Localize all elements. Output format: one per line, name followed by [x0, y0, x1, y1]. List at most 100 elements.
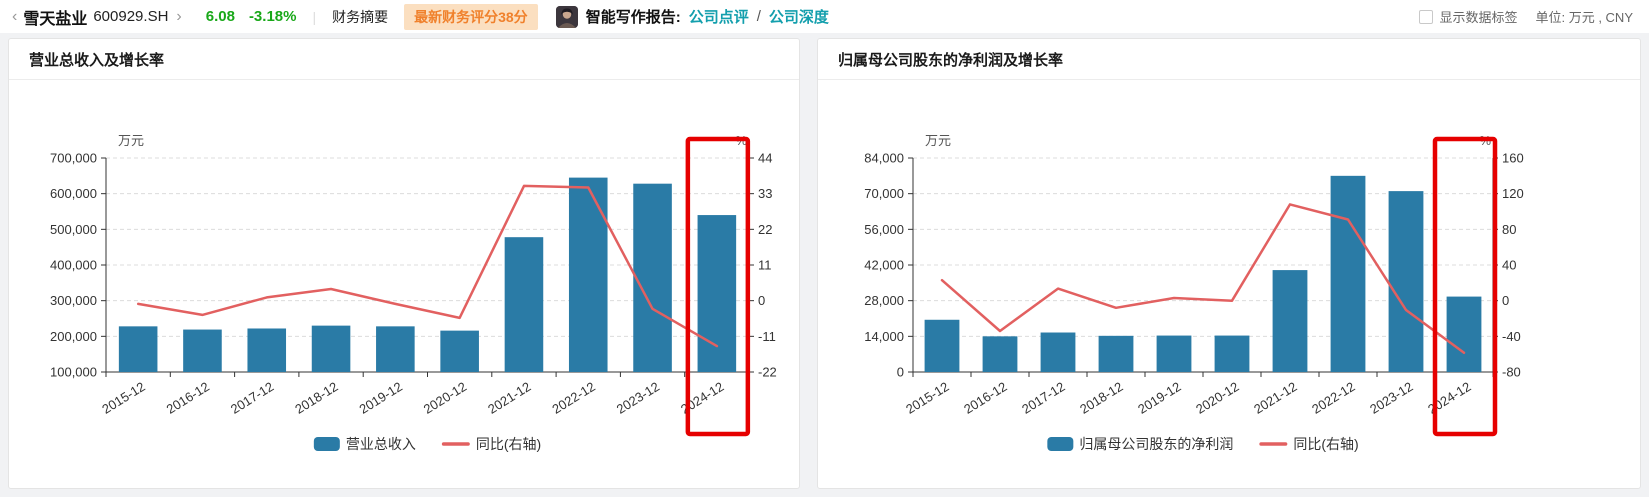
- bar-2017-12[interactable]: [1040, 332, 1076, 372]
- x-label-2016-12: 2016-12: [961, 379, 1009, 417]
- bar-2017-12[interactable]: [247, 328, 287, 372]
- bar-2019-12[interactable]: [376, 326, 415, 372]
- x-label-2018-12: 2018-12: [1077, 379, 1125, 417]
- company-review-link[interactable]: 公司点评: [688, 9, 749, 26]
- revenue-chart-card: 营业总收入及增长率 700,000 44 600,000 33 500,000 22 400…: [8, 38, 800, 489]
- bar-2022-12[interactable]: [568, 177, 608, 372]
- stock-change-percent: -3.18%: [248, 8, 297, 25]
- highlight-box-2024-12: [1432, 136, 1498, 437]
- bar-2016-12[interactable]: [183, 329, 222, 372]
- x-label-2021-12: 2021-12: [485, 379, 533, 417]
- bar-2015-12[interactable]: [118, 326, 158, 372]
- svg-text:400,000: 400,000: [50, 258, 97, 273]
- x-label-2020-12: 2020-12: [1193, 379, 1241, 417]
- link-separator: /: [756, 8, 761, 25]
- bar-2021-12[interactable]: [504, 237, 544, 372]
- stock-name: 雪天盐业: [23, 10, 88, 28]
- x-label-2023-12: 2023-12: [614, 379, 662, 417]
- x-label-2024-12: 2024-12: [678, 379, 726, 417]
- bar-2018-12[interactable]: [311, 325, 351, 372]
- svg-text:44: 44: [758, 151, 772, 166]
- x-label-2015-12: 2015-12: [99, 379, 147, 417]
- divider: |: [312, 8, 317, 25]
- svg-text:营业总收入: 营业总收入: [346, 436, 416, 452]
- chart-legend[interactable]: 营业总收入 同比(右轴): [313, 436, 541, 452]
- svg-text:80: 80: [1502, 222, 1516, 237]
- company-depth-link[interactable]: 公司深度: [768, 9, 829, 26]
- x-label-2019-12: 2019-12: [1135, 379, 1183, 417]
- svg-text:42,000: 42,000: [864, 258, 904, 273]
- bar-2021-12[interactable]: [1272, 270, 1308, 372]
- bar-2024-12[interactable]: [1446, 296, 1482, 372]
- revenue-chart-canvas: 700,000 44 600,000 33 500,000 22 400,000 11 300,…: [50, 133, 777, 452]
- svg-text:70,000: 70,000: [864, 186, 904, 201]
- bar-2022-12[interactable]: [1330, 175, 1366, 372]
- show-data-labels-checkbox[interactable]: [1419, 9, 1434, 24]
- svg-text:同比(右轴): 同比(右轴): [1293, 436, 1358, 452]
- bar-2023-12[interactable]: [1388, 191, 1424, 372]
- svg-text:33: 33: [758, 186, 772, 201]
- svg-text:700,000: 700,000: [50, 151, 97, 166]
- svg-text:0: 0: [1502, 293, 1509, 308]
- svg-text:56,000: 56,000: [864, 222, 904, 237]
- bar-2015-12[interactable]: [924, 319, 960, 372]
- x-label-2022-12: 2022-12: [1309, 379, 1357, 417]
- charts-area: 营业总收入及增长率 700,000 44 600,000 33 500,000 22 400…: [0, 33, 1649, 497]
- svg-text:84,000: 84,000: [864, 151, 904, 166]
- svg-text:100,000: 100,000: [50, 365, 97, 380]
- unit-label: 单位: 万元 , CNY: [1535, 10, 1633, 25]
- finance-score-badge[interactable]: 最新财务评分38分: [404, 3, 538, 30]
- x-label-2020-12: 2020-12: [421, 379, 469, 417]
- stock-price: 6.08: [205, 8, 235, 25]
- svg-text:600,000: 600,000: [50, 186, 97, 201]
- bar-2020-12[interactable]: [1214, 335, 1250, 372]
- yoy-line: [940, 203, 1466, 355]
- x-label-2023-12: 2023-12: [1367, 379, 1415, 417]
- svg-text:500,000: 500,000: [50, 222, 97, 237]
- svg-text:-40: -40: [1502, 329, 1521, 344]
- svg-text:-22: -22: [758, 365, 777, 380]
- report-author-avatar: [555, 5, 578, 28]
- svg-text:-80: -80: [1502, 365, 1521, 380]
- svg-text:0: 0: [897, 365, 904, 380]
- bar-2018-12[interactable]: [1098, 335, 1134, 372]
- bar-2016-12[interactable]: [982, 336, 1018, 372]
- back-chevron-icon[interactable]: ‹: [12, 7, 18, 25]
- svg-text:万元: 万元: [118, 133, 144, 148]
- avatar-image: [555, 5, 578, 28]
- x-label-2017-12: 2017-12: [1019, 379, 1067, 417]
- topbar: ‹ 雪天盐业 600929.SH › 6.08 -3.18% | 财务摘要 最新…: [0, 0, 1649, 33]
- svg-text:28,000: 28,000: [864, 293, 904, 308]
- svg-text:22: 22: [758, 222, 772, 237]
- show-data-labels-label: 显示数据标签: [1439, 10, 1518, 25]
- svg-text:11: 11: [758, 258, 772, 273]
- bar-2020-12[interactable]: [440, 330, 479, 372]
- ai-report-label: 智能写作报告:: [585, 9, 681, 26]
- chart-legend[interactable]: 归属母公司股东的净利润 同比(右轴): [1047, 436, 1359, 452]
- yoy-line: [136, 184, 719, 348]
- bar-2019-12[interactable]: [1156, 335, 1192, 372]
- x-label-2016-12: 2016-12: [164, 379, 212, 417]
- x-label-2018-12: 2018-12: [292, 379, 340, 417]
- x-label-2019-12: 2019-12: [357, 379, 405, 417]
- stock-code: 600929.SH: [93, 8, 169, 25]
- svg-text:归属母公司股东的净利润: 归属母公司股东的净利润: [1079, 436, 1233, 452]
- svg-text:200,000: 200,000: [50, 329, 97, 344]
- svg-text:0: 0: [758, 293, 765, 308]
- x-label-2017-12: 2017-12: [228, 379, 276, 417]
- svg-text:万元: 万元: [925, 133, 951, 148]
- svg-text:120: 120: [1502, 186, 1524, 201]
- bar-2024-12[interactable]: [697, 215, 737, 372]
- x-label-2021-12: 2021-12: [1251, 379, 1299, 417]
- svg-text:300,000: 300,000: [50, 293, 97, 308]
- forward-chevron-icon[interactable]: ›: [176, 7, 182, 25]
- net-profit-chart-title: 归属母公司股东的净利润及增长率: [818, 39, 1640, 80]
- x-label-2024-12: 2024-12: [1425, 379, 1473, 417]
- highlight-box-2024-12: [685, 136, 751, 437]
- bar-2023-12[interactable]: [633, 183, 672, 372]
- svg-text:14,000: 14,000: [864, 329, 904, 344]
- svg-text:40: 40: [1502, 258, 1516, 273]
- x-label-2022-12: 2022-12: [549, 379, 597, 417]
- finance-summary-tab[interactable]: 财务摘要: [332, 8, 389, 25]
- net-profit-chart-canvas: 84,000 160 70,000 120 56,000 80 42,000 40 28,000…: [864, 133, 1524, 452]
